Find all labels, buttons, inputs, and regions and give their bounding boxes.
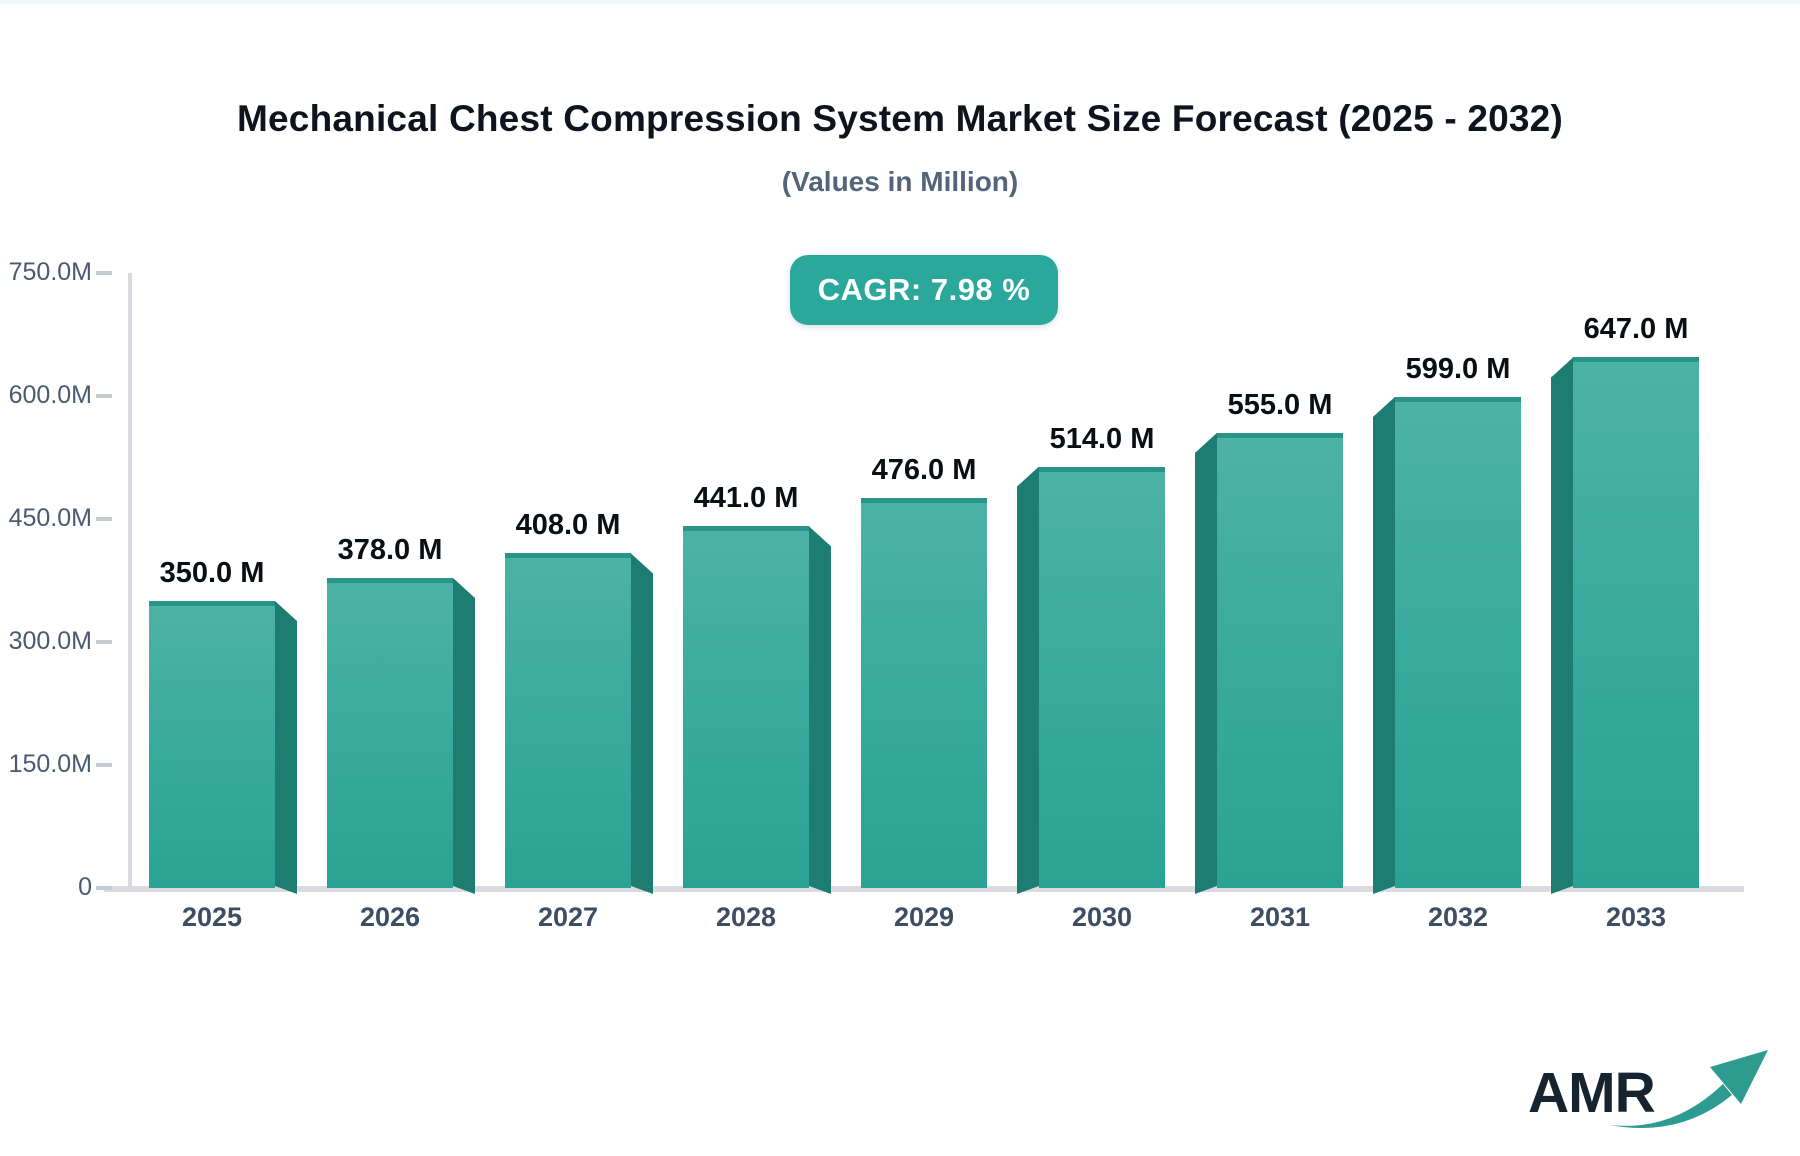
bar-3d-side bbox=[809, 526, 831, 894]
y-axis-tick bbox=[96, 763, 112, 767]
y-axis-tick-label: 300.0M bbox=[8, 627, 92, 655]
bar-3d-side bbox=[1017, 467, 1039, 894]
amr-logo: AMR bbox=[1520, 1050, 1780, 1150]
y-axis-tick bbox=[96, 517, 112, 521]
chart-title: Mechanical Chest Compression System Mark… bbox=[237, 98, 1563, 139]
bar-3d-side bbox=[631, 553, 653, 894]
chart-subtitle: (Values in Million) bbox=[781, 166, 1019, 197]
cagr-badge-label: CAGR: 7.98 % bbox=[817, 272, 1031, 307]
y-axis-tick bbox=[96, 886, 112, 890]
x-axis-label-2029: 2029 bbox=[893, 902, 955, 932]
y-axis-tick-label: 150.0M bbox=[8, 750, 92, 778]
y-axis-tick-label: 0 bbox=[78, 873, 92, 901]
x-axis-label-2028: 2028 bbox=[715, 902, 777, 932]
x-axis-label-2026: 2026 bbox=[359, 902, 421, 932]
top-edge-strip bbox=[0, 0, 1800, 4]
bar-value-label: 350.0 M bbox=[159, 557, 265, 589]
y-axis-tick bbox=[96, 640, 112, 644]
bar-2026 bbox=[327, 578, 453, 888]
x-axis-label-2032: 2032 bbox=[1427, 902, 1489, 932]
bar-3d-side bbox=[1195, 433, 1217, 894]
x-axis-label-2025: 2025 bbox=[181, 902, 243, 932]
bar-3d-side bbox=[1551, 357, 1573, 894]
bar-value-label: 599.0 M bbox=[1405, 352, 1511, 385]
y-axis-line bbox=[128, 273, 132, 890]
y-axis-tick-label: 450.0M bbox=[8, 504, 92, 532]
amr-logo-text: AMR bbox=[1528, 1061, 1656, 1125]
x-axis-label-2033: 2033 bbox=[1605, 902, 1667, 932]
bar-2028 bbox=[683, 526, 809, 888]
y-axis-tick bbox=[96, 394, 112, 398]
bar-2033 bbox=[1573, 357, 1699, 888]
bar-value-label: 408.0 M bbox=[515, 509, 621, 542]
x-axis-label-2031: 2031 bbox=[1249, 902, 1311, 932]
bar-2025 bbox=[149, 601, 275, 888]
bar-value-label: 441.0 M bbox=[693, 482, 799, 515]
bar-3d-side bbox=[453, 578, 475, 894]
bar-2030 bbox=[1039, 466, 1165, 888]
x-axis-label-2030: 2030 bbox=[1071, 902, 1133, 932]
y-axis-tick bbox=[96, 271, 112, 275]
bar-value-label: 378.0 M bbox=[337, 534, 443, 567]
bar-3d-side bbox=[275, 601, 297, 894]
growth-arrow-icon bbox=[1610, 1050, 1768, 1129]
bar-2031 bbox=[1217, 432, 1343, 888]
bar-value-label: 476.0 M bbox=[871, 453, 977, 486]
bar-value-label: 647.0 M bbox=[1583, 313, 1689, 346]
bar-2027 bbox=[505, 553, 631, 888]
bar-3d-side bbox=[1373, 397, 1395, 894]
x-axis-label-2027: 2027 bbox=[537, 902, 599, 932]
bar-2029 bbox=[861, 497, 987, 888]
x-axis-line bbox=[104, 886, 1744, 892]
y-axis-tick-label: 750.0M bbox=[8, 258, 92, 286]
cagr-badge: CAGR: 7.98 % bbox=[790, 255, 1058, 325]
y-axis-tick-label: 600.0M bbox=[8, 381, 92, 409]
bar-2032 bbox=[1395, 396, 1521, 888]
bar-value-label: 555.0 M bbox=[1227, 388, 1333, 421]
bar-value-label: 514.0 M bbox=[1049, 422, 1155, 455]
